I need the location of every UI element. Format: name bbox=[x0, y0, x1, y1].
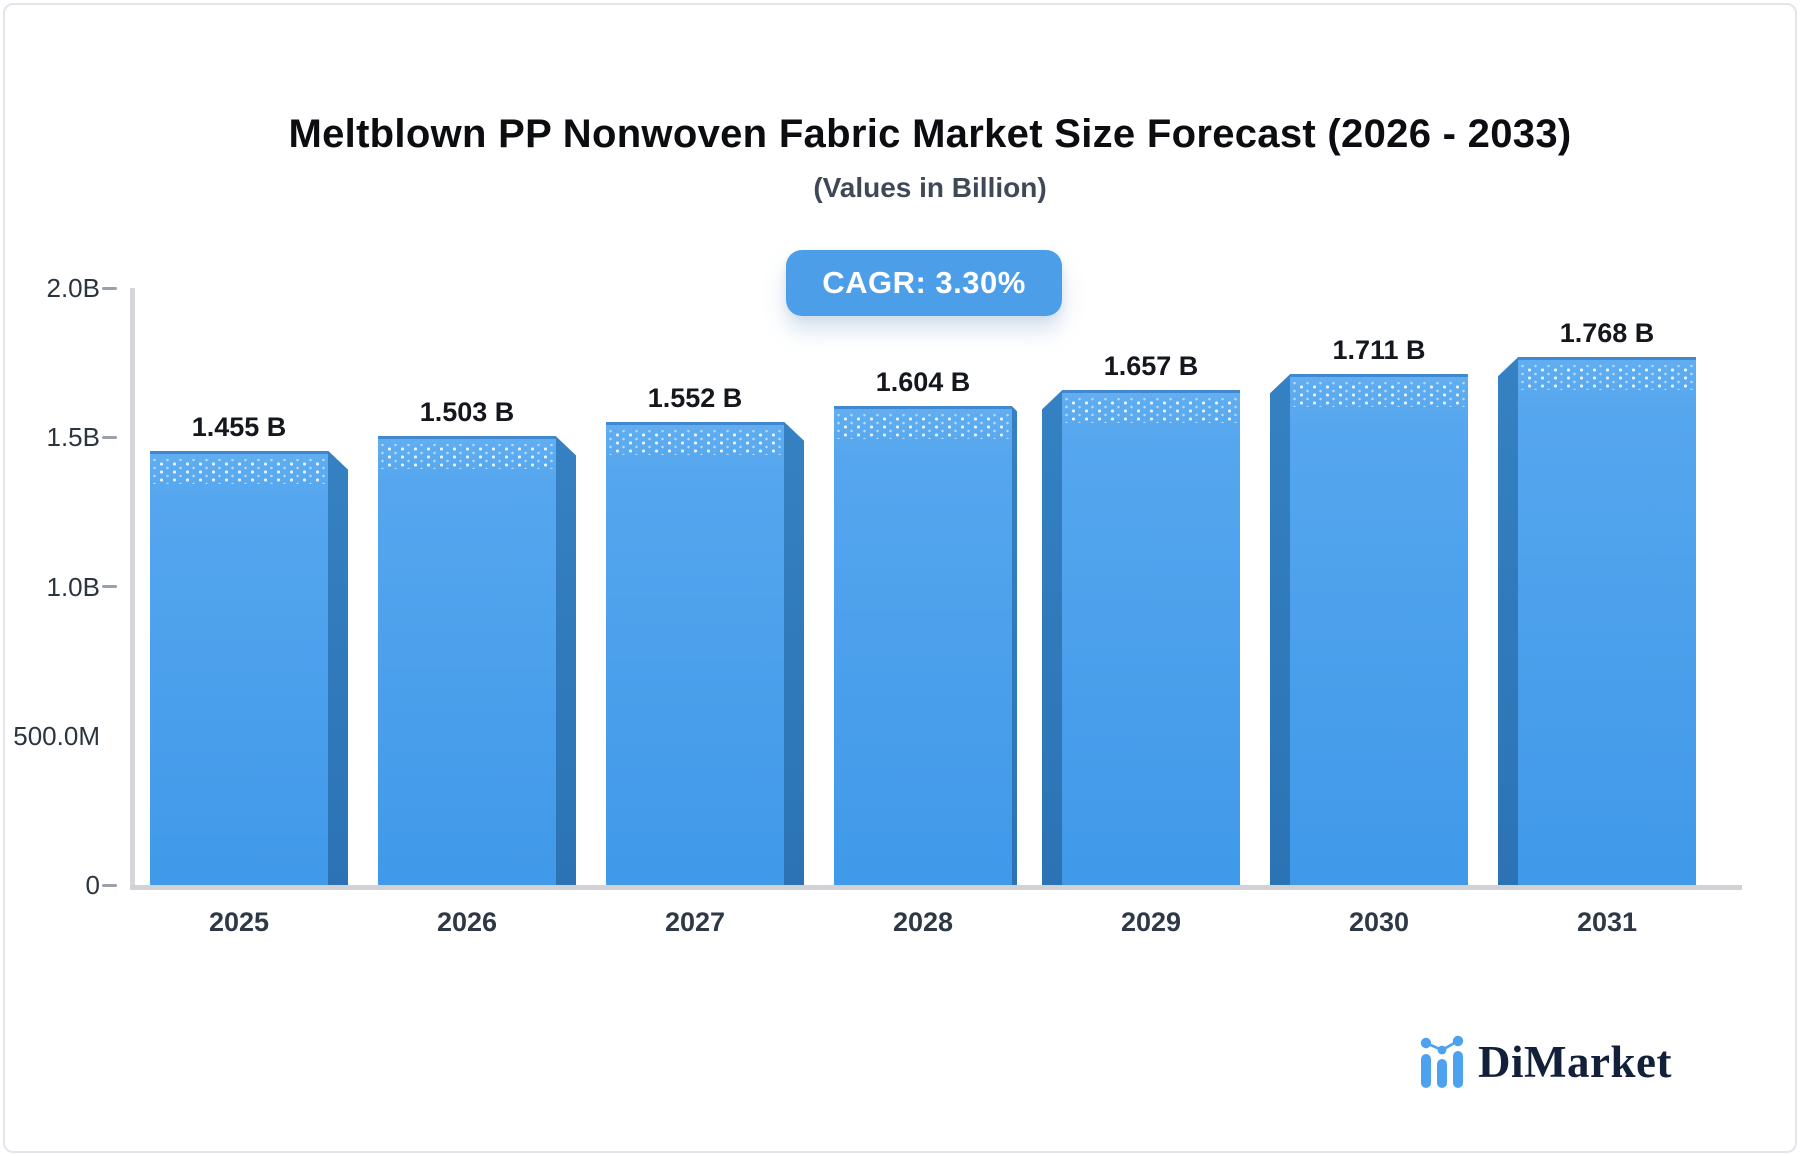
y-tick-label: 1.5B bbox=[46, 422, 101, 453]
bar-2031 bbox=[1518, 357, 1696, 885]
bar-stipple-texture bbox=[1293, 382, 1465, 408]
chart-subtitle: (Values in Billion) bbox=[813, 172, 1047, 203]
bar-stipple-texture bbox=[609, 429, 781, 455]
bar-stipple-texture bbox=[1065, 398, 1237, 424]
y-tick-label: 1.0B bbox=[46, 571, 101, 602]
bar-2025 bbox=[150, 450, 328, 885]
cagr-badge: CAGR: 3.30% bbox=[786, 250, 1062, 316]
x-axis-line bbox=[130, 885, 1742, 890]
bar-2030 bbox=[1290, 374, 1468, 885]
y-axis-line bbox=[130, 288, 135, 885]
x-tick-label: 2029 bbox=[1120, 907, 1182, 937]
x-tick-label: 2026 bbox=[436, 907, 498, 937]
bar-stipple-texture bbox=[381, 444, 553, 470]
y-tick bbox=[102, 883, 117, 887]
y-tick bbox=[102, 585, 117, 588]
bar-3d-side bbox=[1270, 374, 1290, 885]
x-tick-label: 2028 bbox=[892, 907, 954, 937]
x-tick-label: 2027 bbox=[664, 907, 726, 937]
y-tick-label: 2.0B bbox=[46, 273, 101, 303]
brand-logo: DiMarket bbox=[1418, 1034, 1672, 1090]
brand-name: DiMarket bbox=[1478, 1037, 1672, 1087]
bar-value-label: 1.552 B bbox=[647, 382, 743, 413]
bar-value-label: 1.657 B bbox=[1103, 351, 1199, 382]
y-tick bbox=[102, 286, 117, 290]
bar-3d-side bbox=[556, 436, 576, 885]
bar-value-label: 1.455 B bbox=[191, 411, 287, 442]
bar-3d-side bbox=[1042, 390, 1062, 885]
bar-2028 bbox=[834, 406, 1012, 885]
bar-value-label: 1.503 B bbox=[419, 397, 515, 428]
bar-stipple-texture bbox=[1521, 365, 1693, 391]
y-tick-label: 500.0M bbox=[13, 720, 100, 751]
y-tick-label: 0 bbox=[85, 870, 100, 900]
dimarket-logo-icon bbox=[1420, 1035, 1464, 1088]
x-tick-label: 2025 bbox=[208, 907, 270, 937]
bar-value-label: 1.604 B bbox=[875, 367, 971, 398]
bar-value-label: 1.768 B bbox=[1559, 318, 1655, 349]
bar-3d-side bbox=[784, 421, 804, 885]
bar-stipple-texture bbox=[837, 414, 1009, 440]
bar-3d-side bbox=[1012, 406, 1017, 885]
page-title: Meltblown PP Nonwoven Fabric Market Size… bbox=[288, 112, 1572, 156]
x-tick-label: 2030 bbox=[1348, 907, 1410, 937]
bar-2026 bbox=[378, 436, 556, 885]
bar-3d-side bbox=[1498, 357, 1518, 885]
bar-2027 bbox=[606, 421, 784, 885]
bar-3d-side bbox=[328, 450, 348, 885]
bar-2029 bbox=[1062, 390, 1240, 885]
x-tick-label: 2031 bbox=[1576, 907, 1638, 937]
bar-stipple-texture bbox=[153, 458, 325, 484]
bar-value-label: 1.711 B bbox=[1332, 335, 1426, 366]
cagr-badge-label: CAGR: 3.30% bbox=[822, 265, 1026, 300]
y-tick bbox=[102, 435, 117, 439]
